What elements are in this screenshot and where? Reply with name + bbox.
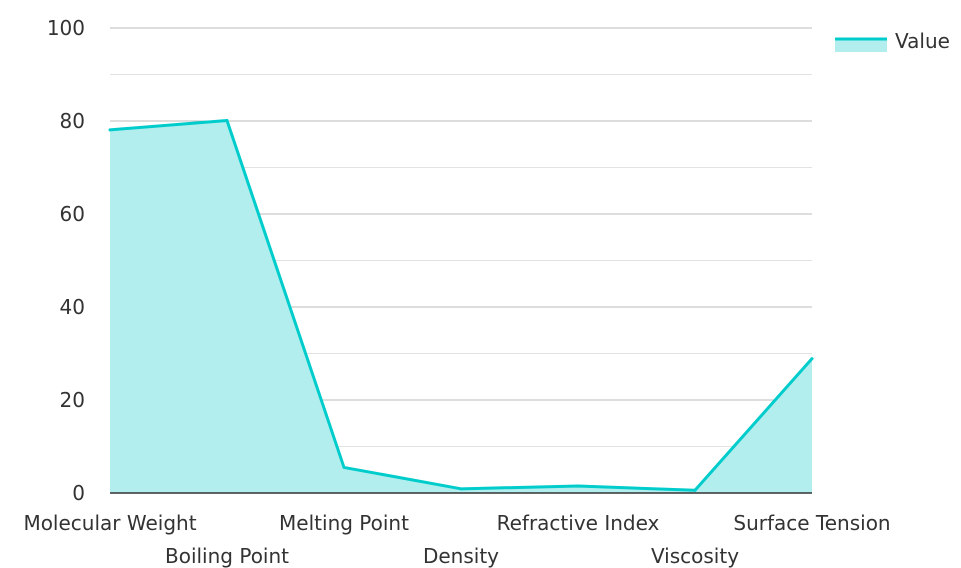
- x-tick-label: Melting Point: [279, 511, 409, 535]
- data-point-2: [342, 465, 346, 469]
- y-tick-label: 20: [60, 388, 85, 412]
- x-tick-label: Surface Tension: [733, 511, 890, 535]
- y-tick-label: 40: [60, 295, 85, 319]
- x-tick-label: Boiling Point: [165, 544, 289, 568]
- legend: Value: [835, 29, 950, 53]
- data-point-5: [693, 488, 697, 492]
- x-tick-label: Refractive Index: [497, 511, 660, 535]
- data-point-0: [108, 128, 112, 132]
- data-point-4: [576, 484, 580, 488]
- y-tick-label: 0: [72, 481, 85, 505]
- legend-label-value: Value: [895, 29, 950, 53]
- legend-swatch-value: [835, 38, 887, 52]
- y-tick-label: 60: [60, 202, 85, 226]
- data-point-1: [225, 119, 229, 123]
- y-axis-ticks: 0 20 40 60 80 100: [47, 16, 85, 505]
- x-tick-label: Density: [423, 544, 499, 568]
- y-tick-label: 100: [47, 16, 85, 40]
- x-tick-label: Viscosity: [651, 544, 739, 568]
- data-point-6: [810, 357, 814, 361]
- series-area-value: [110, 120, 812, 493]
- x-axis-ticks: Molecular Weight Boiling Point Melting Poi…: [23, 511, 890, 568]
- area-layer: [108, 119, 814, 493]
- y-tick-label: 80: [60, 109, 85, 133]
- x-tick-label: Molecular Weight: [23, 511, 196, 535]
- data-point-3: [459, 487, 463, 491]
